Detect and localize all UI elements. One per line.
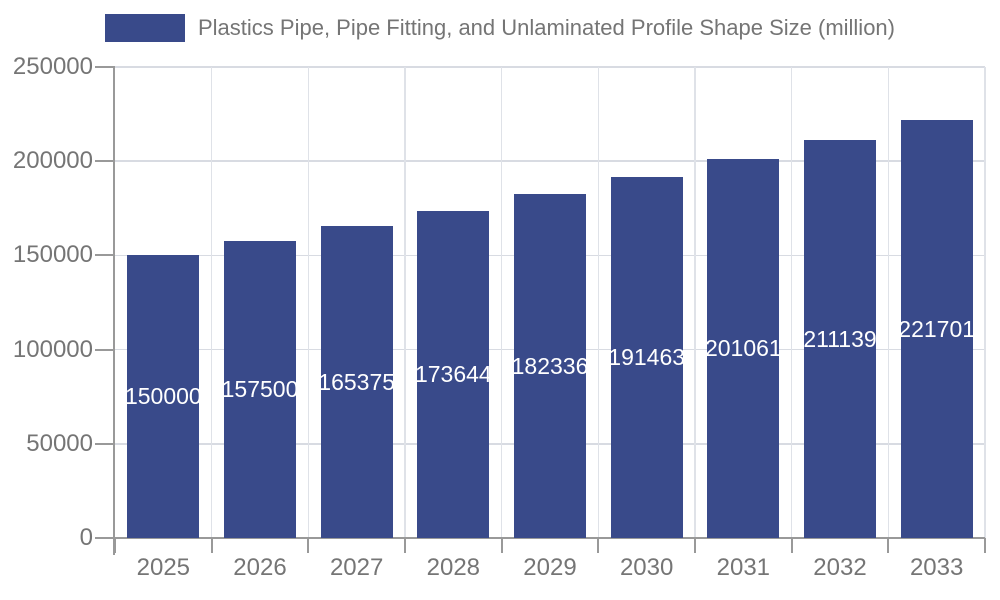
bar-2032: 211139 bbox=[804, 140, 876, 538]
y-axis-tick bbox=[95, 348, 115, 351]
x-axis-tick-label: 2032 bbox=[813, 554, 867, 581]
y-axis-tick bbox=[95, 442, 115, 445]
v-gridline bbox=[210, 67, 213, 538]
v-gridline bbox=[597, 67, 600, 538]
x-axis-tick-label: 2031 bbox=[716, 554, 771, 581]
bar-2025: 150000 bbox=[127, 255, 200, 538]
bar-value-label: 173644 bbox=[417, 360, 490, 387]
bar-value-label: 211139 bbox=[804, 325, 876, 352]
legend-label: Plastics Pipe, Pipe Fitting, and Unlamin… bbox=[198, 15, 895, 40]
h-gridline bbox=[115, 160, 985, 162]
y-axis-tick bbox=[95, 537, 115, 539]
x-axis-tick bbox=[887, 538, 890, 553]
x-axis-tick bbox=[984, 538, 986, 553]
x-axis-tick-label: 2030 bbox=[619, 554, 674, 581]
bar-2029: 182336 bbox=[514, 194, 586, 538]
x-axis-line bbox=[95, 537, 985, 539]
x-axis-tick-label: 2028 bbox=[426, 554, 481, 581]
bar-2033: 221701 bbox=[900, 120, 973, 538]
x-axis-tick-label: 2026 bbox=[233, 554, 287, 581]
legend: Plastics Pipe, Pipe Fitting, and Unlamin… bbox=[0, 14, 1000, 42]
bar-2031: 201061 bbox=[707, 159, 780, 538]
y-axis-tick-label: 150000 bbox=[12, 241, 93, 269]
x-axis-tick bbox=[597, 538, 600, 553]
x-axis-tick bbox=[500, 538, 503, 553]
bar-value-label: 150000 bbox=[127, 383, 200, 410]
v-gridline bbox=[984, 67, 986, 538]
v-gridline bbox=[694, 67, 696, 538]
bar-2030: 191463 bbox=[610, 177, 683, 538]
bar-2026: 157500 bbox=[224, 241, 296, 538]
legend-color-swatch bbox=[105, 14, 185, 42]
legend-item[interactable]: Plastics Pipe, Pipe Fitting, and Unlamin… bbox=[105, 14, 895, 42]
bar-value-label: 182336 bbox=[514, 352, 586, 379]
y-axis-tick-label: 100000 bbox=[12, 335, 93, 363]
v-gridline bbox=[790, 67, 793, 538]
x-axis-tick-label: 2033 bbox=[909, 554, 964, 581]
x-axis-tick bbox=[114, 538, 116, 553]
bar-2027: 165375 bbox=[320, 226, 393, 538]
y-axis-line bbox=[113, 67, 115, 555]
y-axis-tick-label: 200000 bbox=[12, 147, 93, 175]
x-axis-tick bbox=[307, 538, 310, 553]
bar-2028: 173644 bbox=[417, 210, 490, 538]
bar-value-label: 165375 bbox=[320, 368, 393, 395]
y-axis-tick-label: 250000 bbox=[12, 53, 93, 80]
bar-value-label: 201061 bbox=[707, 335, 780, 362]
bar-value-label: 221701 bbox=[900, 315, 973, 342]
y-axis-tick-label: 50000 bbox=[26, 429, 93, 457]
v-gridline bbox=[500, 67, 503, 538]
x-axis-tick-label: 2025 bbox=[136, 554, 191, 581]
y-axis-tick-label: 0 bbox=[79, 524, 93, 551]
y-axis-tick bbox=[95, 66, 115, 68]
v-gridline bbox=[307, 67, 310, 538]
v-gridline bbox=[887, 67, 890, 538]
bar-value-label: 157500 bbox=[224, 376, 296, 403]
h-gridline bbox=[115, 66, 985, 68]
x-axis-tick bbox=[694, 538, 696, 553]
x-axis-tick-label: 2027 bbox=[329, 554, 384, 581]
x-axis-tick bbox=[790, 538, 793, 553]
y-axis-tick bbox=[95, 160, 115, 163]
x-axis-tick-label: 2029 bbox=[523, 554, 577, 581]
v-gridline bbox=[404, 67, 406, 538]
bar-value-label: 191463 bbox=[610, 344, 683, 371]
x-axis-tick bbox=[210, 538, 213, 553]
y-axis-tick bbox=[95, 254, 115, 257]
x-axis-tick bbox=[404, 538, 406, 553]
